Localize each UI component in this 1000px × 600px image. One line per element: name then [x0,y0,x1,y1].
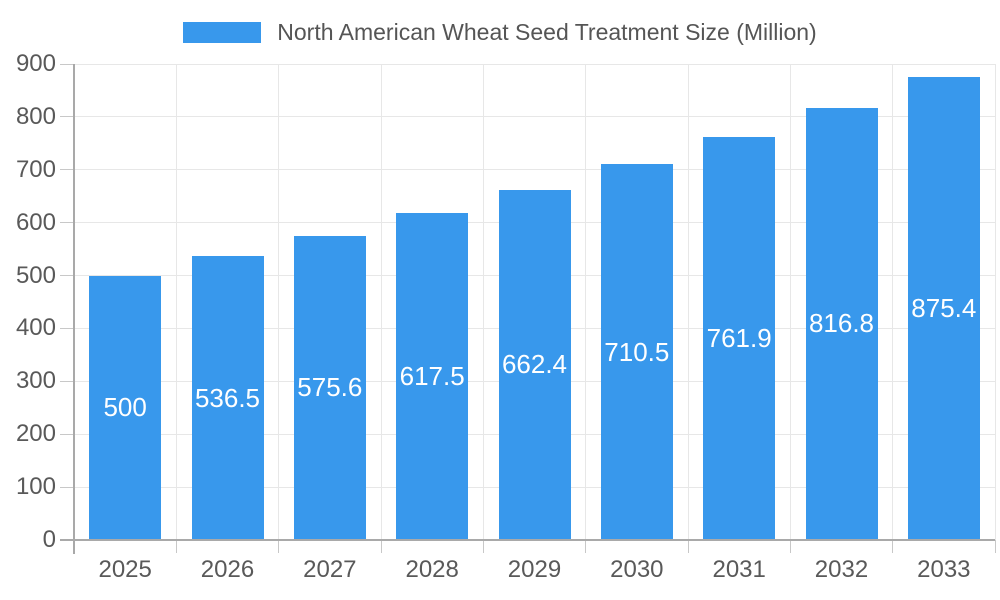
bar: 816.8 [805,108,878,540]
x-axis-label: 2031 [712,556,766,583]
x-axis-tick [585,540,587,553]
bar-value-label: 875.4 [911,292,977,323]
y-axis-line [73,64,75,554]
chart-title: North American Wheat Seed Treatment Size… [277,18,817,45]
gridline-v [482,64,484,540]
y-axis-tick [60,433,74,435]
x-axis-tick [482,540,484,553]
y-axis-tick [60,116,74,118]
bar-value-label: 617.5 [399,361,465,392]
x-axis-label: 2026 [200,556,255,583]
y-axis-label: 300 [15,367,56,395]
y-axis-tick [60,63,74,65]
gridline-v [175,64,177,540]
bar: 575.6 [293,235,366,540]
x-axis-label: 2032 [814,556,869,583]
y-axis-tick [60,169,74,171]
bar: 617.5 [396,213,469,540]
gridline-h [74,63,995,65]
gridline-h [74,169,995,171]
bar-value-label: 536.5 [194,382,261,413]
bar: 761.9 [703,137,776,540]
x-axis-tick [175,540,177,553]
y-axis-label: 0 [42,526,56,553]
gridline-v [892,64,894,540]
x-axis-label: 2027 [303,556,357,583]
y-axis-label: 100 [15,473,56,501]
x-axis-tick [380,540,382,553]
gridline-v [585,64,587,540]
bar: 662.4 [498,189,571,540]
y-axis-tick [60,327,74,329]
bar-value-label: 500 [103,392,147,423]
x-axis-tick [278,540,280,553]
gridline-v [789,64,791,540]
x-axis-label: 2028 [405,556,459,583]
x-axis-label: 2030 [610,556,664,583]
gridline-v [380,64,382,540]
y-axis-label: 400 [15,314,56,342]
y-axis-label: 900 [15,50,56,77]
y-axis-tick [60,380,74,382]
legend: North American Wheat Seed Treatment Size… [0,16,1000,48]
gridline-h [74,116,995,118]
x-axis-tick [892,540,894,553]
bar-value-label: 575.6 [297,372,363,403]
bar: 710.5 [600,164,673,540]
x-axis-line [60,539,995,541]
y-axis-label: 600 [15,208,56,236]
y-axis-tick [60,222,74,224]
x-axis-label: 2033 [917,556,971,583]
x-axis-tick [994,540,996,553]
y-axis-label: 700 [15,155,56,183]
bar-value-label: 710.5 [604,336,670,367]
bar: 875.4 [907,77,980,540]
y-axis-tick [60,275,74,277]
x-axis-label: 2025 [98,556,152,583]
gridline-v [278,64,280,540]
x-axis-tick [789,540,791,553]
y-axis-label: 500 [15,261,56,289]
x-axis-tick [687,540,689,553]
bar-value-label: 761.9 [706,323,772,353]
y-axis-label: 800 [15,102,56,130]
y-axis-label: 200 [15,420,56,448]
bar-value-label: 662.4 [501,349,568,380]
bar: 536.5 [191,256,264,540]
gridline-v [994,64,996,540]
legend-swatch [183,21,262,43]
bar-value-label: 816.8 [808,308,875,339]
x-axis-label: 2029 [507,556,562,583]
gridline-v [687,64,689,540]
bar: 500 [89,275,162,540]
y-axis-tick [60,486,74,488]
